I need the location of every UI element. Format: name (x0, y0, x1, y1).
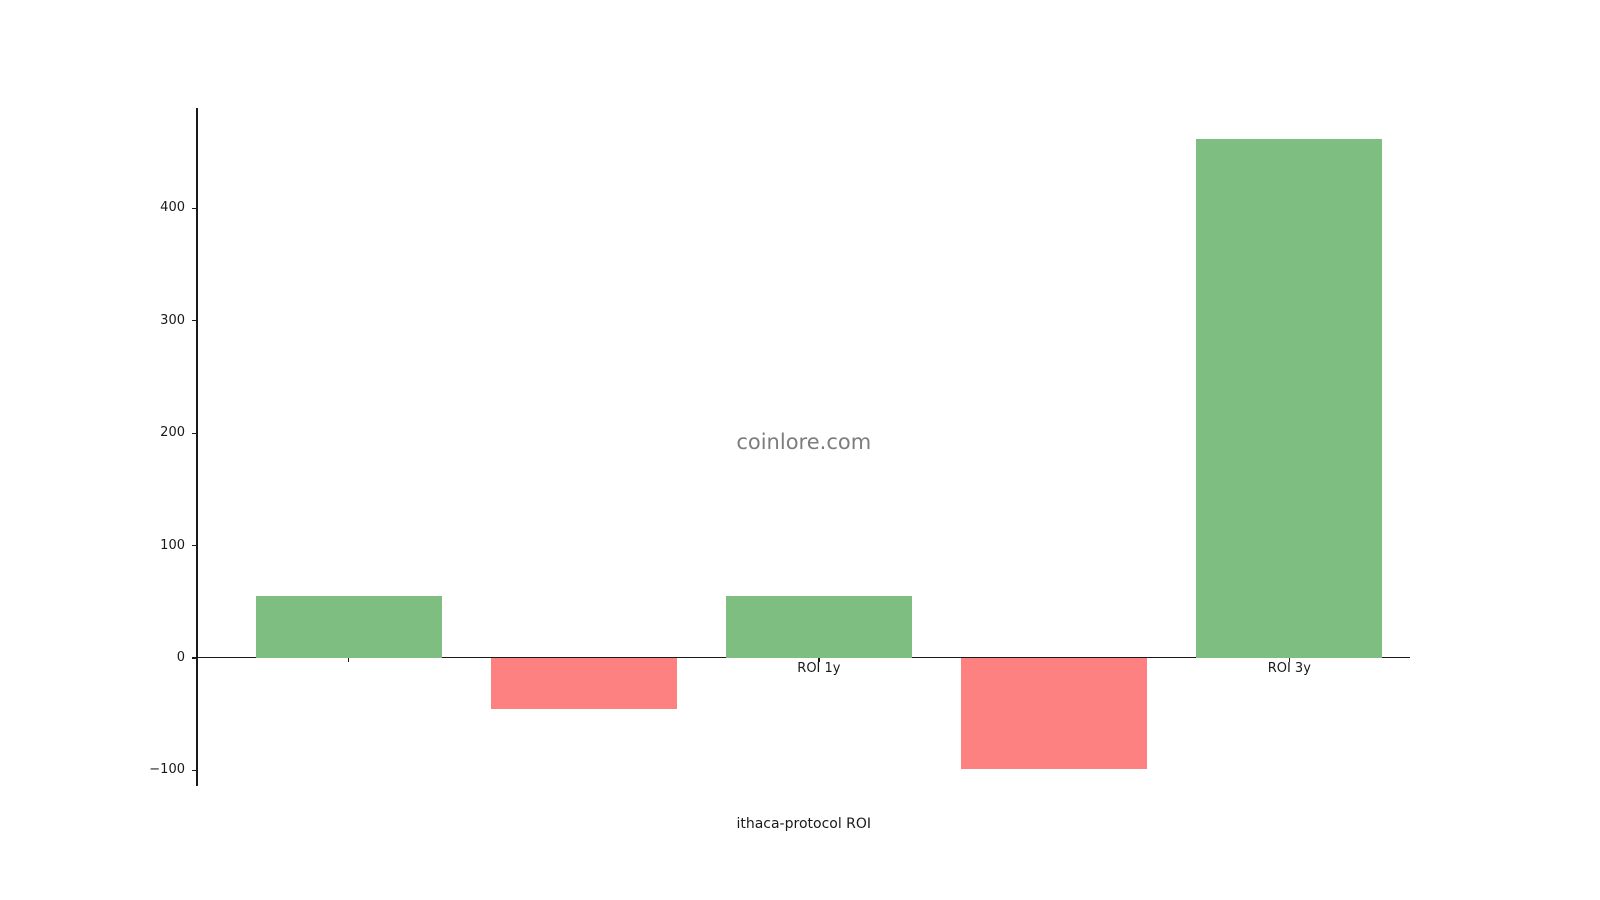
y-tick-mark (192, 544, 196, 547)
y-tick-label: 300 (160, 312, 185, 328)
y-tick-mark (192, 769, 196, 772)
x-tick-mark (1288, 658, 1290, 662)
x-tick-label: ROI 3y (1267, 661, 1311, 676)
x-tick-mark (818, 658, 820, 662)
watermark-text: coinlore.com (736, 430, 872, 454)
bar-ROI 1y (725, 596, 912, 658)
y-tick-label: 100 (160, 537, 185, 553)
chart-title: ithaca-protocol ROI (736, 816, 872, 832)
y-axis-line (196, 108, 198, 786)
y-tick-mark (192, 207, 196, 210)
y-tick-label: 0 (176, 650, 185, 665)
bar-series-1 (490, 658, 677, 709)
bar-ROI 3y (1196, 138, 1383, 658)
y-tick-label: 400 (160, 200, 185, 216)
y-tick-label: 200 (160, 425, 185, 441)
bar-series-0 (255, 596, 442, 658)
y-tick-label: −100 (149, 762, 185, 778)
y-tick-mark (192, 432, 196, 434)
x-tick-label: ROI 1y (797, 661, 841, 676)
y-tick-mark (192, 320, 196, 322)
y-tick-mark (192, 657, 196, 659)
bar-series-3 (961, 658, 1148, 770)
x-tick-mark (347, 658, 350, 662)
